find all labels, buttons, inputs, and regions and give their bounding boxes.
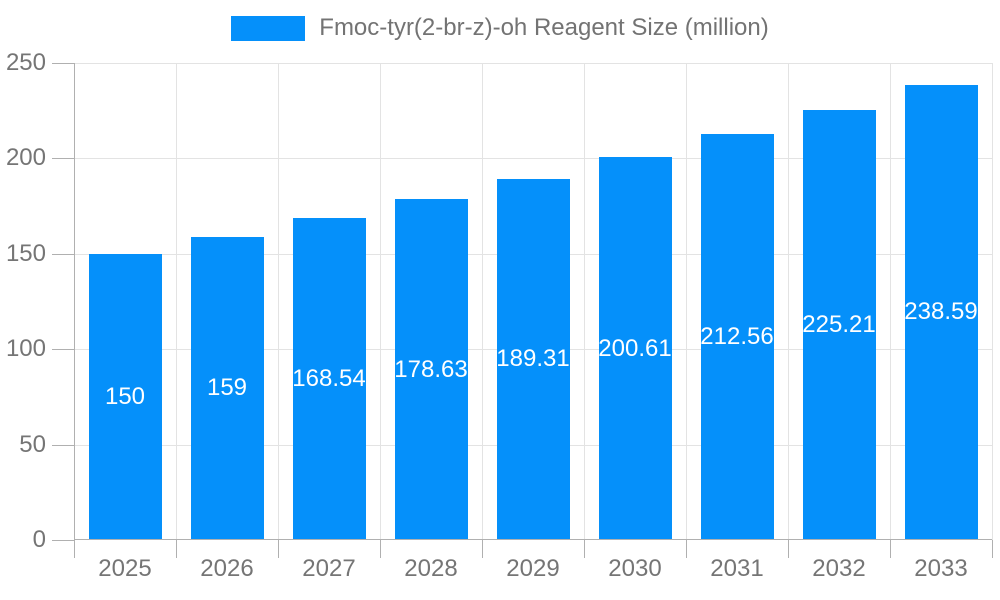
y-axis-label: 250 xyxy=(5,49,46,76)
x-axis-tick xyxy=(176,540,177,558)
bar-2028[interactable]: 178.63 xyxy=(394,199,468,540)
y-axis-tick xyxy=(52,444,74,446)
y-axis-tick xyxy=(52,253,74,255)
bar-value-label: 200.61 xyxy=(598,334,672,362)
x-axis-label: 2032 xyxy=(812,555,866,582)
x-axis-tick xyxy=(380,540,381,558)
bar-value-label: 159 xyxy=(206,374,248,402)
gridline-vertical xyxy=(278,63,279,540)
y-axis-label: 150 xyxy=(5,239,46,267)
bar-value-label: 225.21 xyxy=(802,311,876,339)
bar-2025[interactable]: 150 xyxy=(88,253,162,540)
y-axis-line xyxy=(74,63,75,540)
gridline-vertical xyxy=(788,63,789,540)
x-axis-label: 2033 xyxy=(914,555,968,582)
x-axis-label: 2025 xyxy=(98,555,152,582)
bar-2027[interactable]: 168.54 xyxy=(292,218,366,540)
gridline-vertical xyxy=(380,63,381,540)
bar-2030[interactable]: 200.61 xyxy=(598,157,672,540)
x-axis-tick xyxy=(278,540,279,558)
plot-area: 0 50 100 150 200 250 150 2025 159 2026 168.54 2027 1… xyxy=(6,49,993,582)
gridline-horizontal xyxy=(74,63,992,64)
legend-item-reagent-size[interactable]: Fmoc-tyr(2-br-z)-oh Reagent Size (millio… xyxy=(231,14,769,42)
y-axis-label: 200 xyxy=(5,144,46,172)
y-axis-tick xyxy=(52,349,74,351)
bar-2026[interactable]: 159 xyxy=(190,236,264,540)
bar-2033[interactable]: 238.59 xyxy=(904,84,978,540)
chart-legend: Fmoc-tyr(2-br-z)-oh Reagent Size (millio… xyxy=(0,14,1000,42)
bar-value-label: 238.59 xyxy=(904,298,978,326)
gridline-vertical xyxy=(584,63,585,540)
bar-value-label: 212.56 xyxy=(700,323,774,351)
gridline-vertical xyxy=(890,63,891,540)
bar-value-label: 178.63 xyxy=(394,355,468,383)
y-axis-tick xyxy=(52,540,74,541)
x-axis-label: 2029 xyxy=(506,555,560,582)
gridline-vertical xyxy=(686,63,687,540)
y-axis-label: 0 xyxy=(32,526,46,553)
gridline-horizontal xyxy=(74,158,992,160)
x-axis-label: 2026 xyxy=(200,555,254,582)
x-axis-label: 2027 xyxy=(302,555,356,582)
y-axis-tick xyxy=(52,63,74,64)
x-axis-tick xyxy=(482,540,483,558)
bar-2029[interactable]: 189.31 xyxy=(496,178,570,540)
legend-label: Fmoc-tyr(2-br-z)-oh Reagent Size (millio… xyxy=(319,14,769,41)
x-axis-tick xyxy=(788,540,789,558)
x-axis-tick xyxy=(584,540,585,558)
bar-value-label: 189.31 xyxy=(496,345,570,373)
x-axis-tick xyxy=(686,540,687,558)
x-axis-line xyxy=(74,539,992,540)
x-axis-tick xyxy=(992,540,993,558)
bar-value-label: 168.54 xyxy=(292,365,366,393)
x-axis-tick xyxy=(74,540,75,558)
y-axis-label: 50 xyxy=(19,430,46,458)
bar-2032[interactable]: 225.21 xyxy=(802,110,876,540)
gridline-vertical xyxy=(176,63,177,540)
x-axis-label: 2028 xyxy=(404,555,458,582)
bar-value-label: 150 xyxy=(104,382,146,410)
x-axis-label: 2030 xyxy=(608,555,662,582)
gridline-vertical xyxy=(992,63,993,540)
y-axis-label: 100 xyxy=(5,335,46,363)
legend-swatch-icon xyxy=(231,15,306,41)
x-axis-label: 2031 xyxy=(710,555,764,582)
gridline-vertical xyxy=(482,63,483,540)
x-axis-tick xyxy=(890,540,891,558)
bar-2031[interactable]: 212.56 xyxy=(700,134,774,540)
y-axis-tick xyxy=(52,158,74,160)
